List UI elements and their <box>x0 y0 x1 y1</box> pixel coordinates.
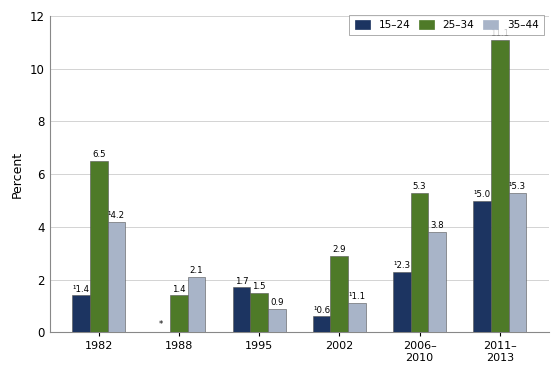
Text: 1.5: 1.5 <box>253 282 266 291</box>
Text: 3.8: 3.8 <box>430 221 444 230</box>
Bar <box>313 316 330 332</box>
Bar <box>72 295 90 332</box>
Text: ¹1.4: ¹1.4 <box>72 285 90 294</box>
Text: 6.5: 6.5 <box>92 150 105 159</box>
Text: 11.1: 11.1 <box>490 29 509 38</box>
Text: 0.9: 0.9 <box>270 298 283 307</box>
Text: *: * <box>159 320 164 329</box>
Text: ¹1.1: ¹1.1 <box>348 292 366 301</box>
Bar <box>250 293 268 332</box>
Bar <box>330 256 348 332</box>
Bar <box>508 193 526 332</box>
Text: 2.9: 2.9 <box>333 245 346 254</box>
Text: 1.7: 1.7 <box>235 277 248 286</box>
Bar <box>348 303 366 332</box>
Bar <box>170 295 188 332</box>
Bar <box>410 193 428 332</box>
Bar <box>473 200 491 332</box>
Text: ¹2.3: ¹2.3 <box>393 261 410 270</box>
Text: ¹4.2: ¹4.2 <box>108 211 125 220</box>
Bar <box>108 222 125 332</box>
Text: 1.4: 1.4 <box>172 285 186 294</box>
Text: ¹0.6: ¹0.6 <box>313 306 330 315</box>
Bar <box>232 288 250 332</box>
Legend: 15–24, 25–34, 35–44: 15–24, 25–34, 35–44 <box>349 15 544 36</box>
Text: 5.3: 5.3 <box>413 182 426 191</box>
Text: ¹5.3: ¹5.3 <box>509 182 526 191</box>
Text: ¹5.0: ¹5.0 <box>474 190 491 199</box>
Y-axis label: Percent: Percent <box>11 151 24 198</box>
Bar <box>428 232 446 332</box>
Text: 2.1: 2.1 <box>190 266 203 275</box>
Bar <box>90 161 108 332</box>
Bar <box>268 309 286 332</box>
Bar <box>188 277 206 332</box>
Bar <box>491 40 508 332</box>
Bar <box>393 272 410 332</box>
